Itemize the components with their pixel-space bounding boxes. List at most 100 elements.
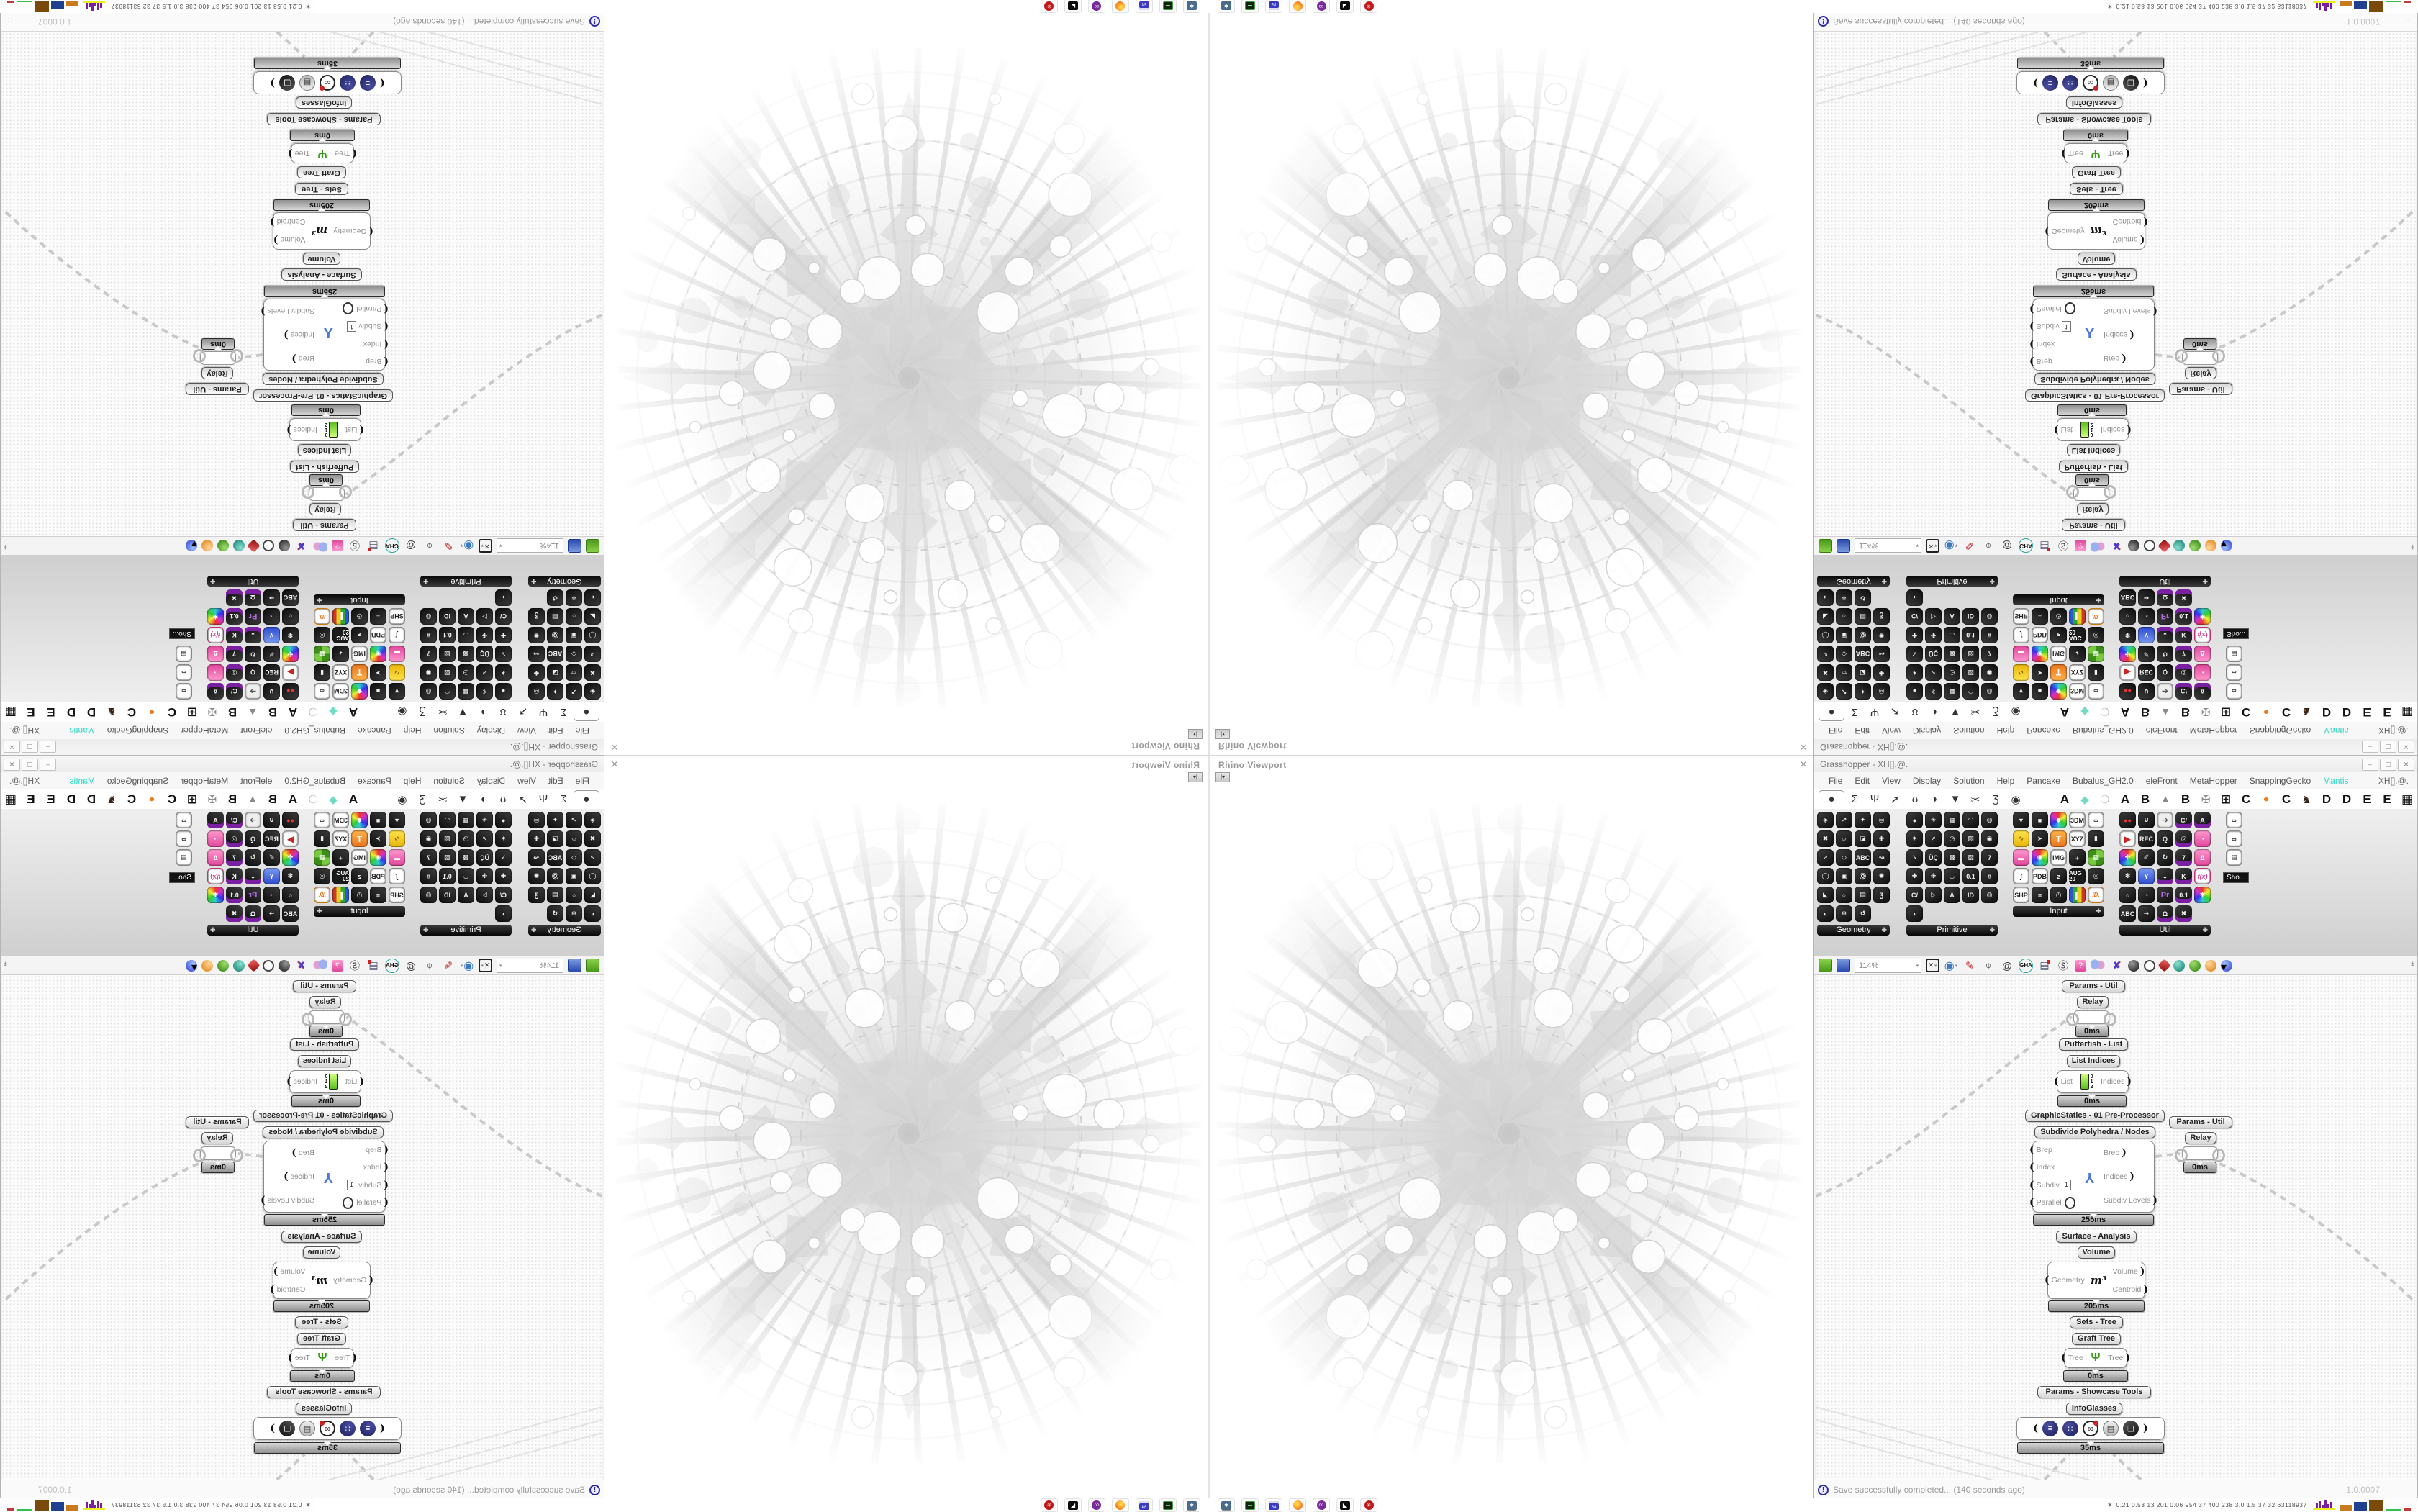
component-icon[interactable]: 0.1 bbox=[1962, 627, 1979, 643]
component-icon[interactable]: ▦ bbox=[458, 683, 474, 700]
camera-icon[interactable]: ⌽ bbox=[426, 540, 433, 552]
component-icon[interactable]: 7 bbox=[226, 849, 243, 866]
component-icon[interactable]: ▬ bbox=[389, 646, 405, 662]
menu-item-file[interactable]: File bbox=[1829, 776, 1843, 786]
component-icon[interactable]: ◗ bbox=[495, 589, 512, 606]
component-icon[interactable]: 7 bbox=[1981, 849, 1998, 866]
category-tab-17[interactable]: B bbox=[227, 705, 237, 720]
port-index[interactable]: (Index bbox=[2029, 338, 2055, 350]
profiler-time-node[interactable]: 35ms bbox=[254, 58, 401, 69]
category-tab-6[interactable]: ▼ bbox=[1950, 793, 1961, 805]
component-icon[interactable]: ↗ bbox=[566, 812, 582, 828]
display-wire-icon[interactable] bbox=[263, 540, 274, 552]
component-icon[interactable]: ➔ bbox=[245, 683, 261, 700]
category-tab-20[interactable]: C bbox=[167, 705, 177, 720]
component-icon[interactable]: C/ bbox=[226, 683, 243, 700]
category-tab-18[interactable]: ✠ bbox=[2201, 705, 2211, 718]
component-icon[interactable]: ●● bbox=[282, 812, 299, 828]
component-icon[interactable]: XYZ bbox=[332, 830, 349, 847]
group-label-node[interactable]: Params - Showcase Tools bbox=[2037, 113, 2151, 125]
component-icon[interactable]: ◉ bbox=[1981, 664, 1998, 681]
component-icon[interactable]: ▣ bbox=[1836, 868, 1852, 884]
component-icon[interactable]: Ʒ bbox=[1873, 608, 1890, 625]
component-icon[interactable]: ABC bbox=[282, 905, 299, 922]
group-label-node[interactable]: InfoGlasses bbox=[296, 1403, 352, 1415]
profiler-time-node[interactable]: 205ms bbox=[273, 1300, 370, 1312]
component-icon[interactable]: ∞ bbox=[2088, 683, 2104, 700]
category-tab-22[interactable]: C bbox=[127, 792, 137, 806]
zoom-combo[interactable]: 114% ▾ bbox=[1855, 538, 1921, 553]
node-icon[interactable]: ∞ bbox=[320, 1421, 335, 1436]
category-tab-24[interactable]: D bbox=[86, 792, 96, 806]
menu-item-pancake[interactable]: Pancake bbox=[2027, 776, 2060, 786]
balloons-icon[interactable] bbox=[2091, 958, 2105, 973]
profiler-time-node[interactable]: 0ms bbox=[2183, 338, 2216, 350]
zoom-combo[interactable]: 114% ▾ bbox=[1855, 958, 1921, 973]
component-icon[interactable]: ÜÇ bbox=[476, 849, 493, 866]
panel-title[interactable]: Primitive ✚ bbox=[420, 576, 512, 587]
component-icon[interactable]: ◣ bbox=[584, 887, 601, 903]
component-icon[interactable]: Ʒ bbox=[528, 887, 545, 903]
component-icon[interactable]: 0.1 bbox=[226, 608, 243, 625]
component-icon[interactable]: ◣ bbox=[1817, 887, 1834, 903]
component-icon[interactable]: K bbox=[226, 868, 243, 884]
component-icon[interactable]: ◉ bbox=[2032, 646, 2048, 662]
component-icon[interactable]: ◯ bbox=[584, 868, 601, 884]
component-icon[interactable]: ● bbox=[1906, 683, 1923, 700]
component-icon[interactable]: ➚ bbox=[584, 849, 601, 866]
taskbar-app-tile[interactable]: ✳ bbox=[1041, 0, 1058, 13]
save-file-icon[interactable] bbox=[1837, 959, 1850, 972]
profiler-time-node[interactable]: 255ms bbox=[264, 1214, 385, 1226]
port-brep[interactable]: Brep) bbox=[2104, 1147, 2127, 1159]
component-icon[interactable]: ◔ bbox=[263, 887, 280, 903]
component-icon[interactable]: ▬ bbox=[2013, 646, 2029, 662]
category-tab-6[interactable]: ▼ bbox=[1950, 706, 1961, 718]
panel-title[interactable]: Primitive ✚ bbox=[420, 925, 512, 936]
component-icon[interactable]: ◒ bbox=[2157, 868, 2173, 884]
component-icon[interactable]: ◷ bbox=[2050, 887, 2067, 903]
component-icon[interactable]: ◐ bbox=[584, 589, 601, 606]
component-icon[interactable]: Q bbox=[2157, 830, 2173, 847]
zoom-extents-icon[interactable]: ✕ ▾ bbox=[479, 959, 492, 972]
category-tab-21[interactable]: ● bbox=[148, 794, 155, 805]
port-tree[interactable]: (Tree bbox=[335, 148, 357, 159]
category-tab-12[interactable]: ◆ bbox=[2080, 793, 2089, 806]
group-label-node[interactable]: Volume bbox=[2078, 1246, 2115, 1259]
node-icon[interactable]: ❑ bbox=[279, 75, 295, 91]
display-orange-sphere-icon[interactable] bbox=[2205, 540, 2216, 552]
component-icon[interactable]: 0.1 bbox=[439, 627, 456, 643]
group-label-node[interactable]: Surface - Analysis bbox=[281, 268, 362, 281]
menu-item-display[interactable]: Display bbox=[1912, 776, 1942, 786]
component-icon[interactable]: ◗ bbox=[495, 905, 512, 922]
category-tab-15[interactable]: B bbox=[268, 792, 278, 806]
taskbar-app-tile[interactable]: 64 bbox=[1136, 1498, 1153, 1512]
taskbar-app-tile[interactable]: oo bbox=[1313, 1498, 1330, 1512]
category-tab-23[interactable]: ♞ bbox=[2301, 705, 2311, 718]
component-icon[interactable]: ✚ bbox=[495, 868, 512, 884]
component-icon[interactable]: ✖ bbox=[2175, 905, 2192, 922]
group-label-node[interactable]: GraphicStatics - 01 Pre-Processor bbox=[253, 1110, 393, 1122]
component-icon[interactable]: ∞ bbox=[2226, 830, 2242, 847]
category-tab-12[interactable]: ◆ bbox=[329, 705, 338, 718]
component-icon[interactable]: ◉ bbox=[1981, 830, 1998, 847]
component-icon[interactable]: ▦ bbox=[1944, 812, 1960, 828]
component-icon[interactable]: ↺ bbox=[547, 589, 563, 606]
component-icon[interactable]: ↺ bbox=[1855, 589, 1871, 606]
category-tab-15[interactable]: B bbox=[268, 705, 278, 720]
component-icon[interactable]: ✶ bbox=[1906, 830, 1923, 847]
component-icon[interactable]: A bbox=[1944, 887, 1960, 903]
category-tab-16[interactable]: ▲ bbox=[247, 793, 258, 805]
galapagos-icon[interactable]: ✘ bbox=[2112, 959, 2121, 971]
component-icon[interactable]: ▦ bbox=[2088, 646, 2104, 662]
close-button[interactable]: ✕ bbox=[4, 741, 20, 753]
component-icon[interactable]: Q bbox=[2157, 664, 2173, 681]
category-tab-13[interactable]: ❍ bbox=[2100, 705, 2110, 718]
display-green-sphere-icon[interactable] bbox=[217, 959, 229, 972]
category-tab-11[interactable]: A bbox=[348, 792, 358, 806]
port-centroid[interactable]: Centroid) bbox=[2112, 216, 2148, 228]
display-green-sphere-icon[interactable] bbox=[2189, 959, 2201, 972]
component-icon[interactable]: ↻ bbox=[245, 849, 261, 866]
component-icon[interactable]: ❄ bbox=[1836, 905, 1852, 922]
display-green-sphere-icon[interactable] bbox=[217, 540, 229, 552]
taskbar-app-tile[interactable]: ▬ bbox=[1159, 1498, 1177, 1512]
